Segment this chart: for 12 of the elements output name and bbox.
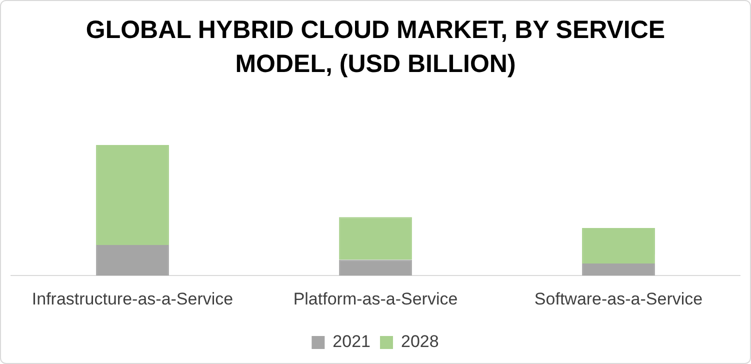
bar bbox=[96, 145, 169, 246]
bar bbox=[339, 217, 412, 260]
x-tick-label: Platform-as-a-Service bbox=[293, 289, 458, 308]
bar bbox=[582, 263, 655, 276]
legend-label: 2028 bbox=[401, 332, 439, 352]
bar bbox=[339, 260, 412, 276]
bar bbox=[582, 228, 655, 264]
x-tick-label: Software-as-a-Service bbox=[534, 289, 703, 308]
bar bbox=[96, 245, 169, 276]
legend-label: 2021 bbox=[332, 332, 371, 352]
x-tick-label: Infrastructure-as-a-Service bbox=[32, 289, 234, 308]
chart-title: GLOBAL HYBRID CLOUD MARKET, BY SERVICE MODEL, (USD BILLION) bbox=[84, 15, 666, 80]
